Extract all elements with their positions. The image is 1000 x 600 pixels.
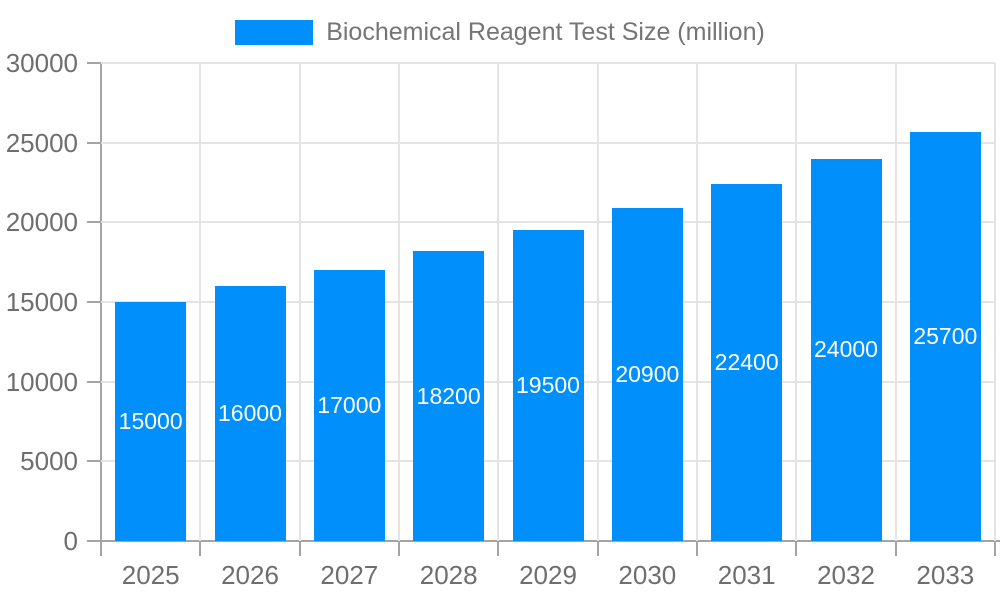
x-gridline (994, 63, 996, 541)
x-axis-tick (100, 541, 102, 556)
y-tick-label: 0 (63, 526, 78, 556)
bar-value-label: 24000 (814, 336, 878, 363)
x-gridline (298, 63, 301, 541)
x-gridline (696, 63, 698, 541)
y-tick-label: 10000 (5, 366, 78, 397)
bar-value-label: 18200 (416, 382, 481, 409)
y-tick-label: 30000 (5, 48, 78, 78)
bar-value-label: 15000 (118, 408, 183, 434)
x-axis-tick (298, 541, 301, 556)
legend-label[interactable]: Biochemical Reagent Test Size (million) (326, 18, 765, 46)
x-axis-tick (596, 541, 599, 556)
bar-value-label: 22400 (714, 349, 779, 376)
bar-2028[interactable]: 18200 (413, 251, 485, 541)
bar-value-label: 20900 (615, 361, 680, 387)
bar-2029[interactable]: 19500 (512, 230, 584, 541)
y-tick-label: 5000 (20, 446, 78, 477)
bar-2027[interactable]: 17000 (313, 270, 385, 541)
bar-value-label: 19500 (516, 372, 580, 399)
y-axis-tick (87, 301, 101, 303)
y-axis-tick (87, 460, 101, 463)
y-tick-label: 25000 (5, 127, 78, 158)
y-tick-label: 15000 (5, 287, 78, 317)
y-gridline (101, 141, 995, 144)
x-tick-label: 2032 (817, 560, 875, 590)
x-tick-label: 2033 (916, 560, 975, 590)
y-axis-tick (87, 62, 101, 64)
x-axis-tick (696, 541, 698, 556)
bar-2033[interactable]: 25700 (909, 131, 981, 541)
x-axis-tick (795, 541, 798, 556)
legend-swatch[interactable] (235, 19, 314, 45)
y-gridline (101, 221, 995, 224)
bar-2030[interactable]: 20900 (611, 208, 683, 541)
x-axis-tick (894, 541, 897, 556)
bar-value-label: 16000 (218, 400, 282, 427)
y-tick-label: 20000 (5, 207, 78, 238)
x-axis-tick (199, 541, 202, 556)
bar-value-label: 25700 (913, 322, 978, 349)
y-axis-tick (87, 380, 101, 383)
x-axis-tick (994, 541, 996, 556)
x-tick-label: 2026 (221, 560, 279, 590)
x-tick-label: 2025 (121, 560, 180, 590)
x-gridline (894, 63, 897, 541)
x-tick-label: 2031 (717, 560, 776, 590)
y-axis-tick (87, 540, 101, 542)
x-tick-label: 2027 (320, 560, 379, 590)
x-gridline (795, 63, 798, 541)
x-axis-line (100, 540, 1000, 542)
legend: Biochemical Reagent Test Size (million) (0, 17, 1000, 47)
x-tick-label: 2030 (618, 560, 677, 590)
x-gridline (398, 63, 400, 541)
bar-2031[interactable]: 22400 (711, 184, 783, 541)
x-gridline (199, 63, 202, 541)
bar-value-label: 17000 (317, 392, 382, 419)
y-axis-tick (87, 141, 101, 144)
bar-2032[interactable]: 24000 (810, 158, 882, 541)
x-axis-tick (398, 541, 400, 556)
y-gridline (101, 62, 995, 64)
x-gridline (596, 63, 599, 541)
y-axis-tick (87, 221, 101, 224)
bar-2026[interactable]: 16000 (214, 286, 286, 541)
bar-2025[interactable]: 15000 (115, 302, 187, 541)
x-gridline (497, 63, 500, 541)
x-axis-tick (497, 541, 500, 556)
plot-area: 15000 16000 17000 18200 19500 20900 22400 24000… (87, 62, 1000, 556)
x-tick-label: 2028 (419, 560, 478, 590)
x-tick-label: 2029 (519, 560, 577, 590)
